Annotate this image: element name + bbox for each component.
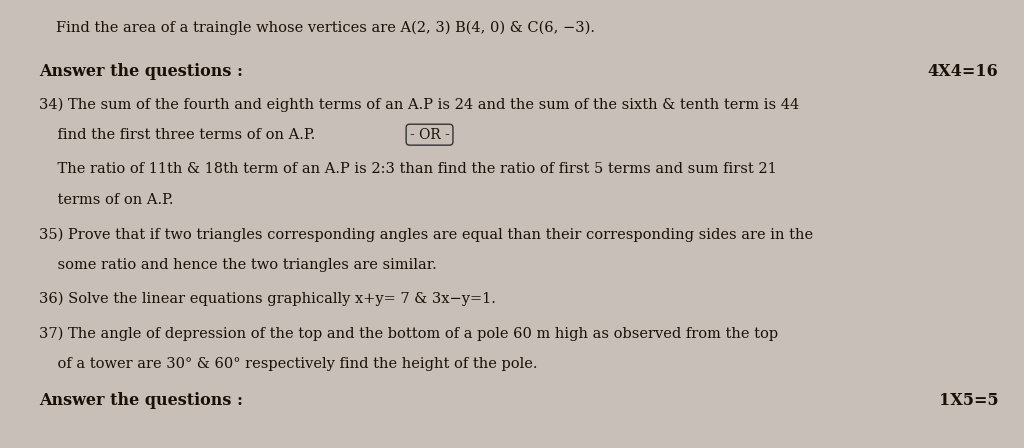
Text: 34) The sum of the fourth and eighth terms of an A.P is 24 and the sum of the si: 34) The sum of the fourth and eighth ter… — [39, 97, 799, 112]
Text: terms of on A.P.: terms of on A.P. — [39, 193, 173, 207]
Text: find the first three terms of on A.P.: find the first three terms of on A.P. — [39, 128, 315, 142]
Text: 4X4=16: 4X4=16 — [928, 63, 998, 80]
Text: 1X5=5: 1X5=5 — [939, 392, 998, 409]
Text: of a tower are 30° & 60° respectively find the height of the pole.: of a tower are 30° & 60° respectively fi… — [39, 357, 538, 371]
Text: - OR -: - OR - — [410, 128, 450, 142]
Text: 35) Prove that if two triangles corresponding angles are equal than their corres: 35) Prove that if two triangles correspo… — [39, 227, 813, 241]
Text: some ratio and hence the two triangles are similar.: some ratio and hence the two triangles a… — [39, 258, 436, 271]
Text: Answer the questions :: Answer the questions : — [39, 392, 243, 409]
Text: 37) The angle of depression of the top and the bottom of a pole 60 m high as obs: 37) The angle of depression of the top a… — [39, 327, 778, 341]
Text: Answer the questions :: Answer the questions : — [39, 63, 243, 80]
Text: The ratio of 11th & 18th term of an A.P is 2:3 than find the ratio of first 5 te: The ratio of 11th & 18th term of an A.P … — [39, 162, 776, 176]
Text: Find the area of a traingle whose vertices are A(2, 3) B(4, 0) & C(6, −3).: Find the area of a traingle whose vertic… — [56, 20, 595, 34]
Text: 36) Solve the linear equations graphically x+y= 7 & 3x−y=1.: 36) Solve the linear equations graphical… — [39, 292, 496, 306]
